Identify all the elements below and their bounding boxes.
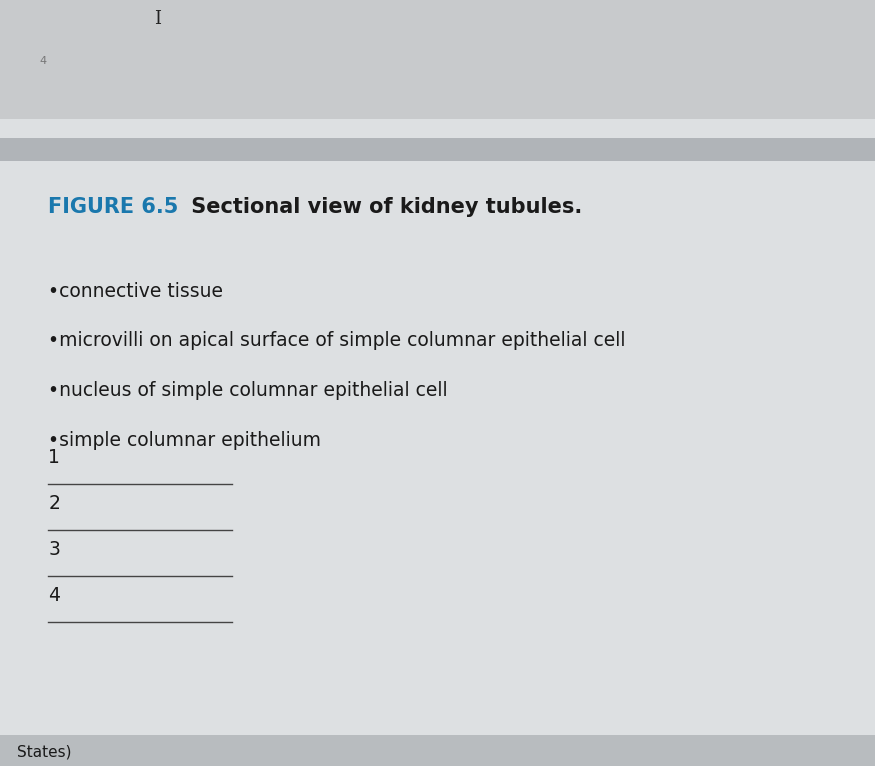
Bar [0,735,875,766]
Text: •microvilli on apical surface of simple columnar epithelial cell: •microvilli on apical surface of simple … [48,332,626,350]
Bar [0,0,875,119]
Text: 3: 3 [48,540,60,559]
Text: Sectional view of kidney tubules.: Sectional view of kidney tubules. [184,197,582,217]
Text: States): States) [18,745,72,760]
Text: I: I [154,10,161,28]
Text: •connective tissue: •connective tissue [48,282,223,300]
Text: 4: 4 [48,586,60,605]
Bar [0,138,875,161]
Text: FIGURE 6.5: FIGURE 6.5 [48,197,178,217]
Text: 1: 1 [48,448,60,467]
Text: 4: 4 [39,56,46,67]
Text: 2: 2 [48,494,60,513]
Text: •simple columnar epithelium: •simple columnar epithelium [48,431,321,450]
Text: •nucleus of simple columnar epithelial cell: •nucleus of simple columnar epithelial c… [48,381,448,400]
